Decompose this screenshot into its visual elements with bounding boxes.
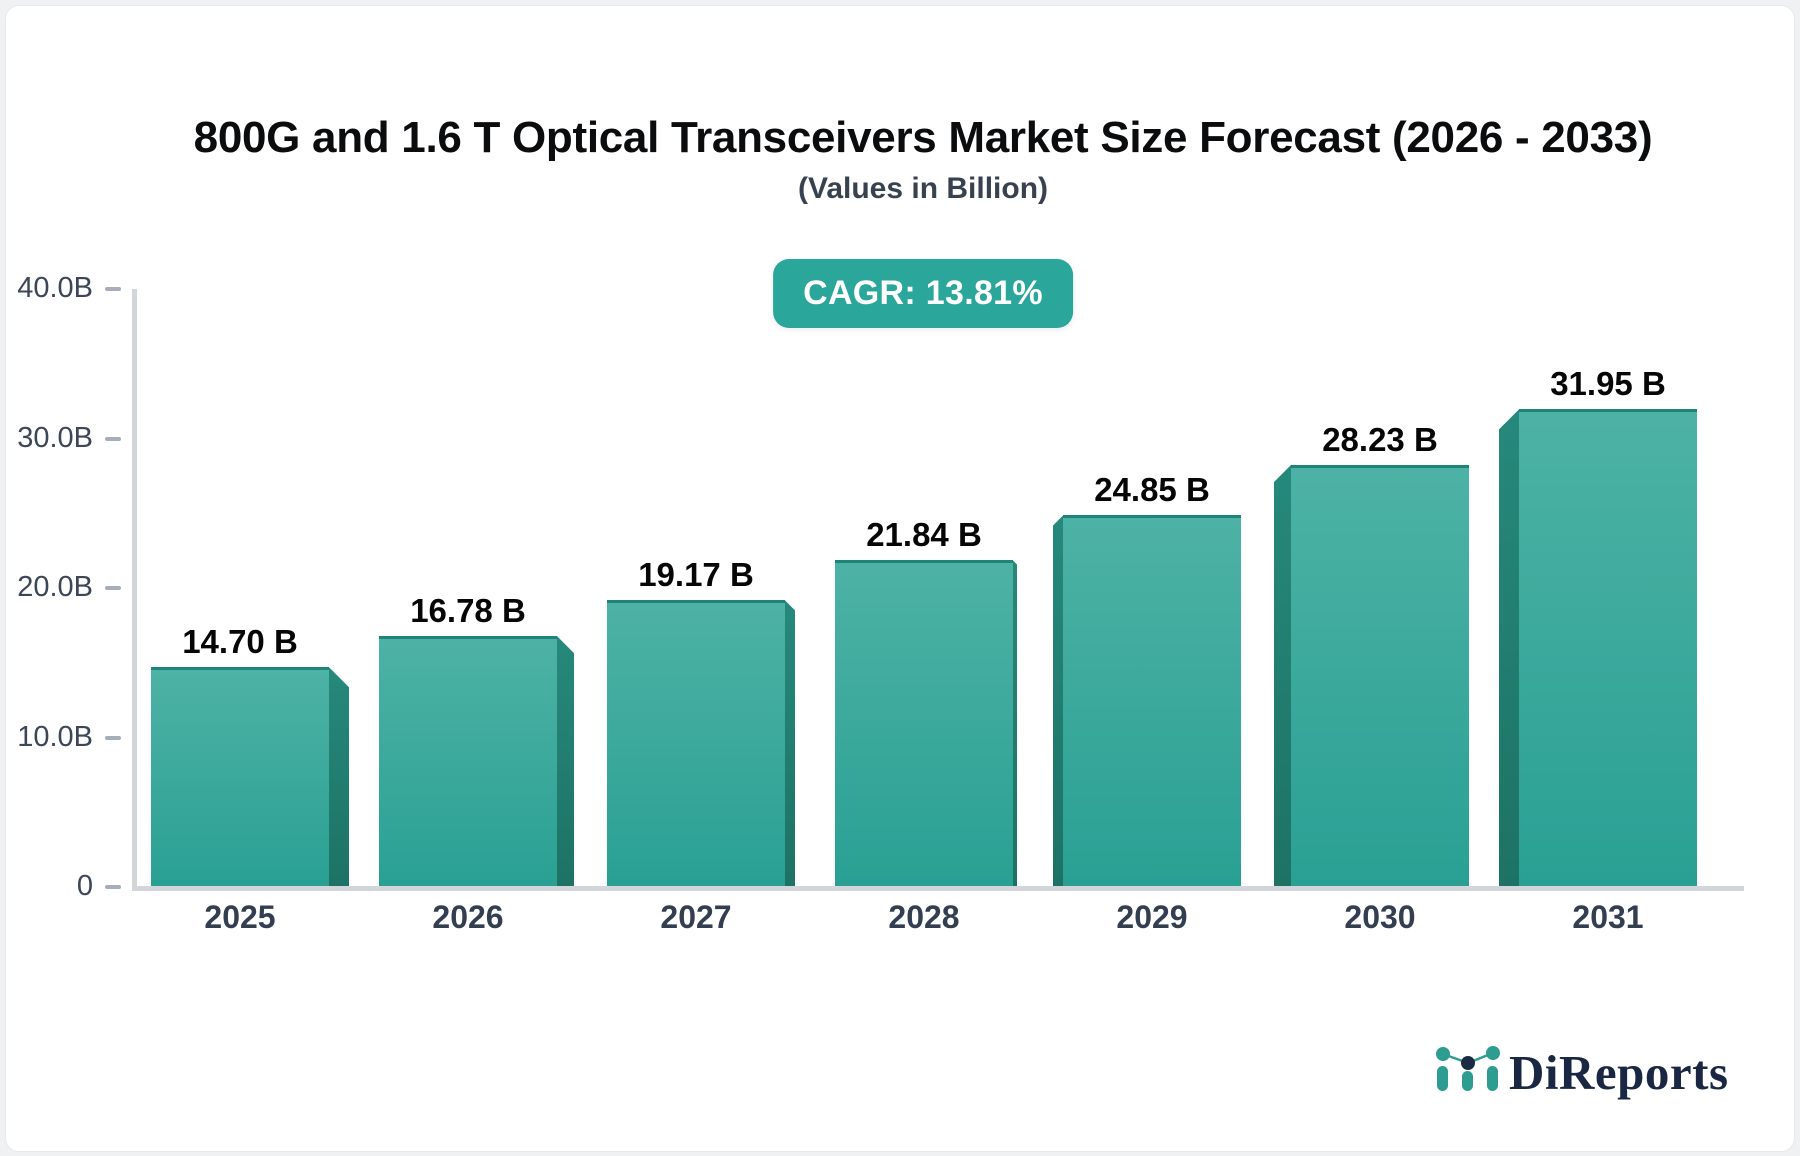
y-axis-tick xyxy=(105,586,121,590)
bar-value-label: 31.95 B xyxy=(1550,365,1666,403)
bar-2030 xyxy=(1291,464,1469,888)
bar-chart-logo-icon xyxy=(1436,1046,1500,1091)
bar-2029 xyxy=(1063,515,1241,888)
bar-value-label: 14.70 B xyxy=(182,623,298,661)
y-axis-tick-label: 10.0B xyxy=(17,720,93,753)
x-axis-label: 2027 xyxy=(660,899,732,935)
brand-logo-text: DiReports xyxy=(1509,1045,1729,1100)
bar-side-3d xyxy=(329,667,349,888)
y-axis-line xyxy=(132,289,137,891)
chart-card: 800G and 1.6 T Optical Transceivers Mark… xyxy=(5,5,1795,1152)
y-axis-tick xyxy=(105,735,121,740)
bar-side-3d xyxy=(1053,515,1063,888)
chart-title: 800G and 1.6 T Optical Transceivers Mark… xyxy=(193,113,1653,162)
brand-logo: DiReports xyxy=(1435,1044,1729,1097)
x-axis-label: 2026 xyxy=(432,899,504,935)
bar-value-label: 28.23 B xyxy=(1322,420,1438,458)
x-axis-label: 2030 xyxy=(1344,899,1416,935)
bar-value-label: 19.17 B xyxy=(638,556,754,594)
bar-side-3d xyxy=(1274,464,1291,888)
bar-side-3d xyxy=(1499,409,1519,888)
bar-value-label: 21.84 B xyxy=(866,516,982,554)
cagr-badge: CAGR: 13.81% xyxy=(773,259,1073,328)
bar-side-3d xyxy=(1013,560,1017,888)
y-axis-tick xyxy=(105,885,121,889)
bar-side-3d xyxy=(557,636,574,888)
x-axis-label: 2029 xyxy=(1116,899,1188,935)
bar-side-3d xyxy=(785,600,795,888)
x-axis-line xyxy=(132,886,1744,891)
bar-value-label: 16.78 B xyxy=(410,592,526,630)
bar-2031 xyxy=(1519,409,1697,888)
y-axis-tick-label: 20.0B xyxy=(17,571,93,603)
y-axis-tick-label: 40.0B xyxy=(17,272,93,304)
bar-2025 xyxy=(151,667,329,888)
bar-value-label: 24.85 B xyxy=(1094,471,1210,509)
y-axis-tick-label: 30.0B xyxy=(17,421,93,454)
y-axis-tick xyxy=(105,436,121,441)
y-axis-tick xyxy=(105,287,121,291)
plot-area: 14.70 B 2025 16.78 B 2026 19.17 B 2027 21.84 B… xyxy=(6,6,1794,1151)
x-axis-label: 2025 xyxy=(204,899,276,935)
x-axis-label: 2028 xyxy=(888,899,960,935)
bar-2028 xyxy=(835,560,1013,888)
bar-2027 xyxy=(607,600,785,888)
chart-subtitle: (Values in Billion) xyxy=(797,172,1049,205)
x-axis-label: 2031 xyxy=(1572,899,1644,935)
y-axis-tick-label: 0 xyxy=(76,870,93,902)
bar-2026 xyxy=(379,636,557,888)
